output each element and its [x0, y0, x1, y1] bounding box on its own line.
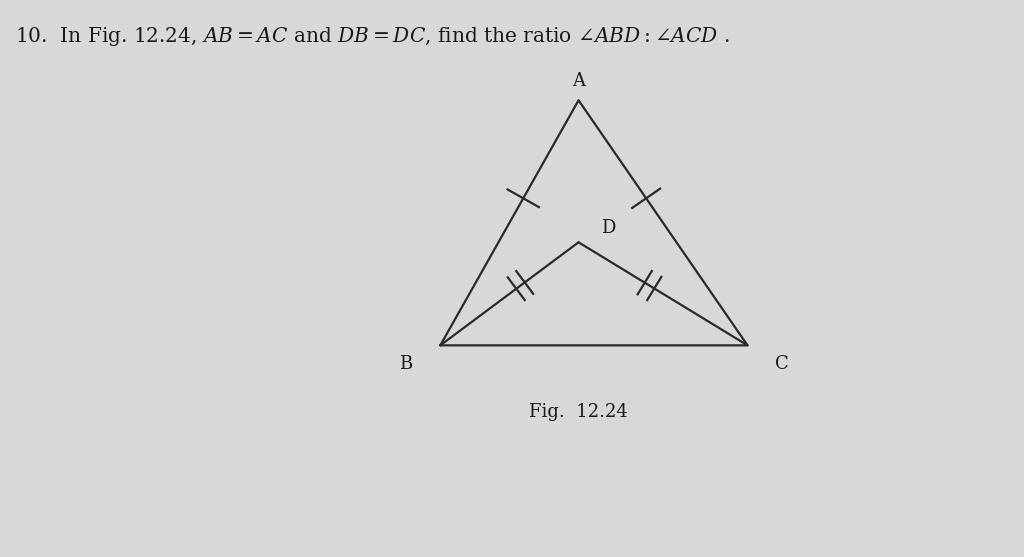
Text: 10.  In Fig. 12.24, $AB = AC$ and $DB = DC$, find the ratio $\angle ABD : \angle: 10. In Fig. 12.24, $AB = AC$ and $DB = D… [15, 25, 730, 48]
Text: C: C [775, 355, 788, 373]
Text: B: B [399, 355, 413, 373]
Text: A: A [572, 72, 585, 90]
Text: Fig.  12.24: Fig. 12.24 [529, 403, 628, 421]
Text: D: D [601, 219, 615, 237]
